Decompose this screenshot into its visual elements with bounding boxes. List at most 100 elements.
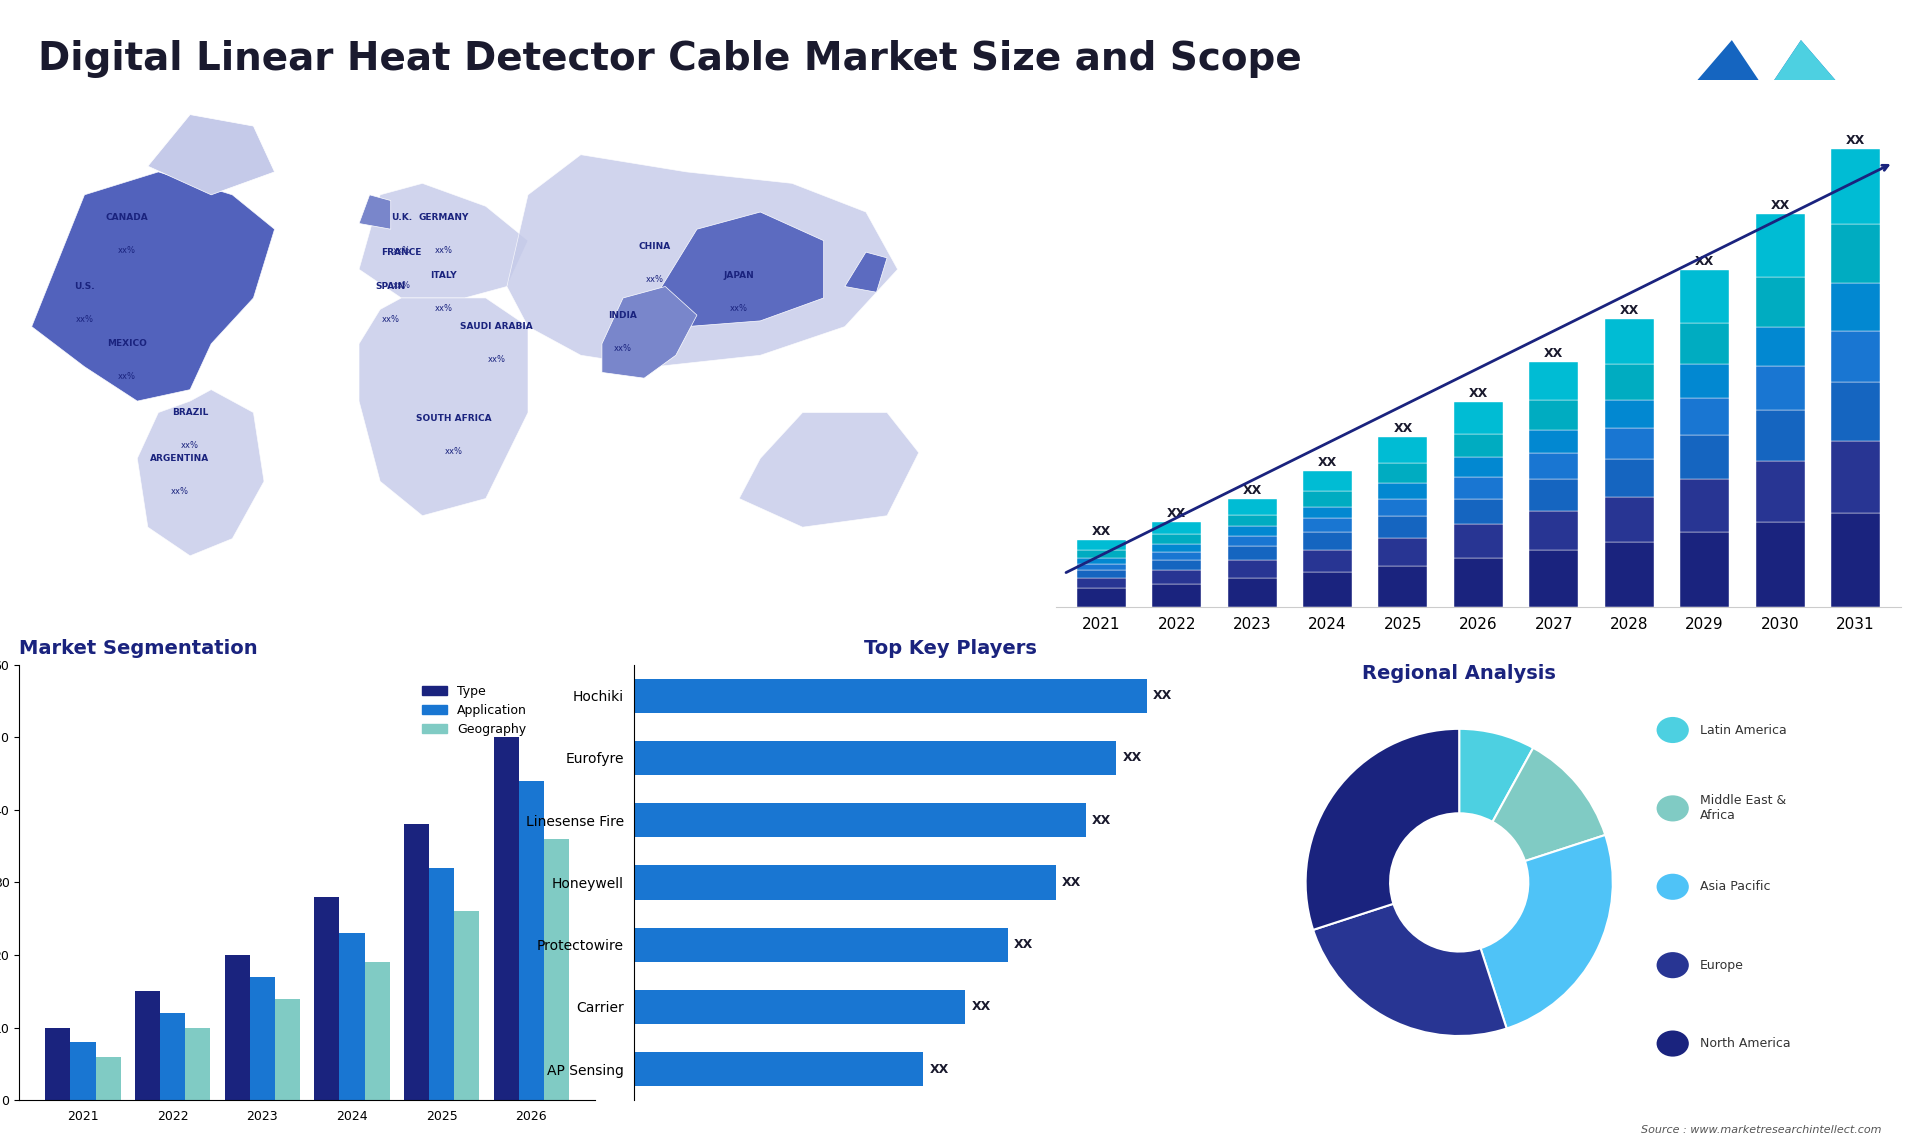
Ellipse shape [1657, 1030, 1690, 1057]
Bar [1832, 382, 1880, 441]
Bar [430, 868, 455, 1100]
Bar [1530, 362, 1578, 400]
Bar [1304, 507, 1352, 518]
Text: xx%: xx% [730, 304, 749, 313]
Bar [455, 911, 480, 1100]
Bar [134, 991, 159, 1100]
Bar [1077, 550, 1125, 558]
Bar [1304, 518, 1352, 532]
Bar [1227, 536, 1277, 547]
Bar [250, 976, 275, 1100]
Bar [493, 737, 518, 1100]
Bar [1152, 570, 1202, 583]
Bar [1379, 566, 1427, 607]
Polygon shape [359, 195, 392, 229]
Bar [1304, 471, 1352, 490]
Text: JAPAN: JAPAN [724, 270, 755, 280]
Bar [159, 1013, 184, 1100]
Bar [365, 963, 390, 1100]
Bar [1832, 441, 1880, 512]
Bar [1680, 269, 1730, 323]
Text: XX: XX [1062, 876, 1081, 889]
Bar [1152, 544, 1202, 552]
Bar [1605, 460, 1653, 496]
Text: XX: XX [1620, 304, 1640, 317]
Text: XX: XX [1845, 134, 1864, 147]
Bar [1077, 540, 1125, 550]
Bar [184, 1028, 211, 1100]
Bar [1453, 402, 1503, 433]
Bar [1304, 532, 1352, 550]
Bar [1077, 558, 1125, 564]
Text: North America: North America [1699, 1037, 1789, 1050]
Bar [1680, 532, 1730, 607]
Polygon shape [507, 155, 899, 367]
Text: MEXICO: MEXICO [108, 339, 146, 348]
Text: XX: XX [1167, 508, 1187, 520]
Bar [1152, 534, 1202, 544]
Text: SPAIN: SPAIN [376, 282, 405, 291]
Bar [1379, 482, 1427, 499]
Text: xx%: xx% [117, 246, 136, 256]
Polygon shape [359, 298, 528, 516]
Bar [1077, 588, 1125, 607]
Text: XX: XX [1152, 689, 1171, 702]
Polygon shape [1766, 40, 1836, 92]
Bar [1152, 560, 1202, 570]
Bar [1530, 454, 1578, 479]
Bar [1605, 496, 1653, 542]
Wedge shape [1313, 904, 1507, 1036]
Bar [1227, 560, 1277, 578]
Bar [1530, 550, 1578, 607]
Polygon shape [603, 286, 697, 378]
Bar [96, 1057, 121, 1100]
Bar [1227, 515, 1277, 526]
Text: xx%: xx% [445, 447, 463, 456]
Text: CHINA: CHINA [639, 242, 670, 251]
Text: SAUDI ARABIA: SAUDI ARABIA [461, 322, 532, 331]
Bar [1304, 550, 1352, 572]
Text: RESEARCH: RESEARCH [1778, 111, 1836, 121]
Polygon shape [359, 183, 528, 298]
Text: xx%: xx% [614, 344, 632, 353]
Polygon shape [655, 212, 824, 327]
Bar [1755, 367, 1805, 410]
Text: Market Segmentation: Market Segmentation [19, 638, 257, 658]
Text: xx%: xx% [75, 315, 94, 324]
Text: XX: XX [1092, 814, 1112, 826]
Bar [1304, 572, 1352, 607]
Bar [634, 865, 1056, 900]
Text: GERMANY: GERMANY [419, 213, 468, 222]
Wedge shape [1480, 835, 1613, 1028]
Text: XX: XX [1092, 525, 1112, 539]
Text: Asia Pacific: Asia Pacific [1699, 880, 1770, 893]
Bar [1680, 323, 1730, 364]
Text: XX: XX [1123, 752, 1142, 764]
Bar [1605, 319, 1653, 364]
Text: Digital Linear Heat Detector Cable Market Size and Scope: Digital Linear Heat Detector Cable Marke… [38, 40, 1302, 78]
Polygon shape [739, 413, 918, 527]
Text: MARKET: MARKET [1778, 97, 1824, 108]
Bar [1530, 430, 1578, 454]
Text: XX: XX [1014, 939, 1033, 951]
Bar [1680, 435, 1730, 479]
Bar [1379, 463, 1427, 482]
Bar [1453, 433, 1503, 457]
Bar [518, 780, 543, 1100]
Text: Source : www.marketresearchintellect.com: Source : www.marketresearchintellect.com [1642, 1124, 1882, 1135]
Text: XX: XX [1469, 387, 1488, 400]
Bar [1227, 578, 1277, 607]
Bar [46, 1028, 71, 1100]
Text: U.S.: U.S. [75, 282, 94, 291]
Bar [1832, 331, 1880, 382]
Text: FRANCE: FRANCE [380, 248, 422, 257]
Text: XX: XX [1695, 254, 1715, 267]
Bar [1832, 283, 1880, 331]
Bar [1152, 583, 1202, 607]
Wedge shape [1492, 748, 1605, 861]
Text: CANADA: CANADA [106, 213, 148, 222]
Bar [634, 927, 1008, 961]
Bar [1755, 410, 1805, 461]
Text: BRAZIL: BRAZIL [173, 408, 207, 417]
Bar [1530, 400, 1578, 430]
